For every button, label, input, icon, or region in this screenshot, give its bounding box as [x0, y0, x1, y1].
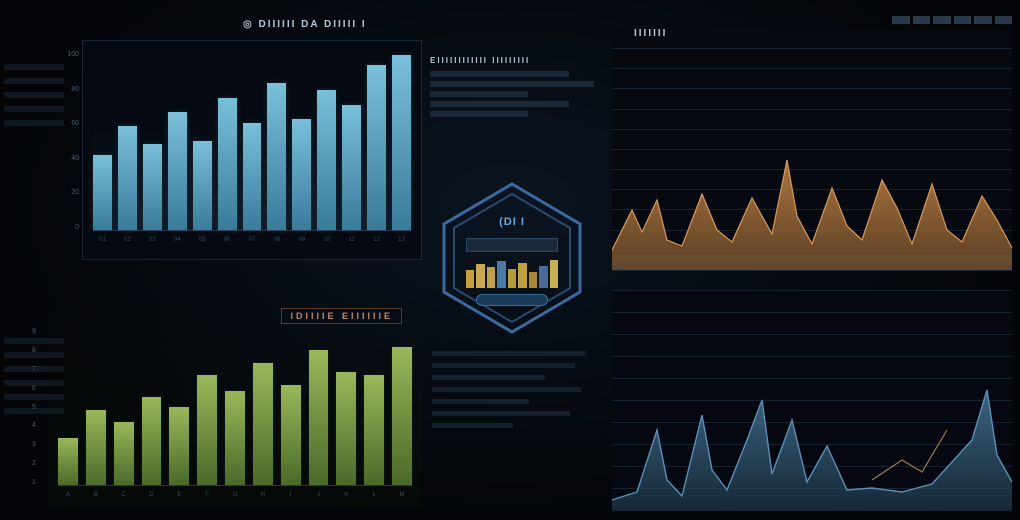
bar	[392, 347, 412, 485]
bar	[367, 65, 386, 230]
bar	[392, 55, 411, 230]
x-axis: 01020304050607080910111213	[93, 237, 411, 253]
bar	[114, 422, 134, 485]
gauge-button[interactable]	[476, 294, 548, 306]
bar	[118, 126, 137, 230]
bar	[143, 144, 162, 230]
chart-panel-bottomleft: IDIIIIE EIIIIIIE 987654321 ABCDEFGHIJKLM	[48, 298, 422, 508]
bar	[197, 375, 217, 485]
chart-panel-topright: IIIIIII	[612, 30, 1012, 270]
bar	[309, 350, 329, 485]
chart-panel-topleft: ◎ DIIIIII DA DIIIII I 100806040200 01020…	[82, 40, 422, 260]
area-chart	[612, 90, 1012, 270]
bar	[364, 375, 384, 485]
bar	[225, 391, 245, 485]
bar	[281, 385, 301, 485]
bar	[168, 112, 187, 230]
info-block-lower	[432, 344, 594, 494]
bar	[336, 372, 356, 485]
panel-title: IIIIIII	[634, 28, 667, 39]
info-block-center: EIIIIIIIIIIII IIIIIIIII	[430, 56, 594, 172]
x-axis: ABCDEFGHIJKLM	[58, 492, 412, 506]
bar	[317, 90, 336, 230]
panel-title: EIIIIIIIIIIII IIIIIIIII	[430, 56, 594, 65]
area-chart	[612, 330, 1012, 510]
bar	[243, 123, 262, 230]
gauge-mini-bar	[466, 238, 558, 252]
bar	[58, 438, 78, 485]
bar	[267, 83, 286, 230]
panel-title: IDIIIIE EIIIIIIE	[281, 308, 402, 324]
gauge-bars	[466, 258, 558, 288]
hex-gauge: (DI I	[432, 178, 592, 338]
status-strip	[892, 16, 1012, 26]
bar	[86, 410, 106, 485]
bar	[253, 363, 273, 485]
bar	[218, 98, 237, 230]
side-strip-top	[4, 56, 64, 134]
gauge-readout: (DI I	[499, 216, 525, 228]
bar	[292, 119, 311, 230]
panel-title: ◎ DIIIIII DA DIIIII I	[243, 19, 367, 30]
y-axis: 987654321	[32, 328, 44, 486]
bar-chart	[93, 51, 411, 231]
bar-chart	[58, 328, 412, 486]
bar	[93, 155, 112, 230]
bar	[169, 407, 189, 486]
bar	[342, 105, 361, 230]
bar	[142, 397, 162, 485]
y-axis: 100806040200	[65, 51, 79, 231]
chart-panel-bottomright	[612, 290, 1012, 510]
bar	[193, 141, 212, 231]
